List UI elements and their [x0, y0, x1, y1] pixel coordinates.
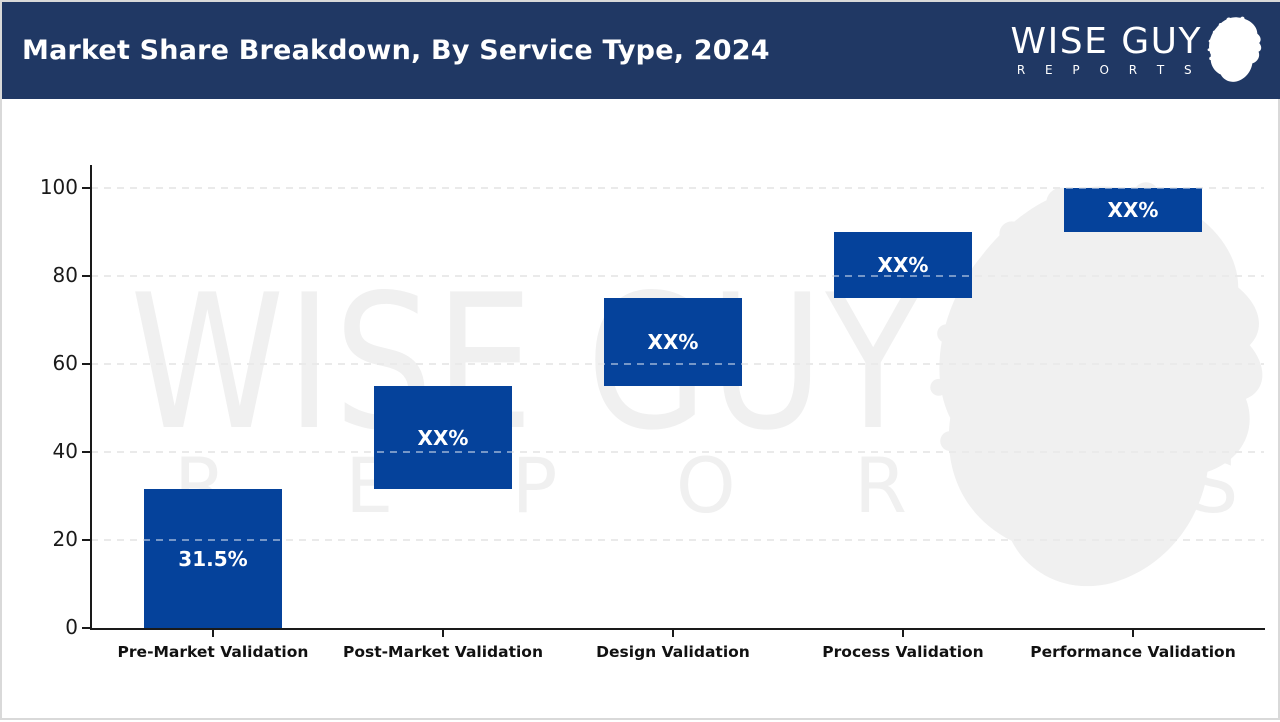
logo-wordmark: WISE GUY R E P O R T S	[1010, 21, 1203, 78]
bar-segment	[1064, 188, 1202, 232]
x-category-label: Process Validation	[822, 643, 984, 661]
header-bar: Market Share Breakdown, By Service Type,…	[2, 2, 1280, 99]
y-tick-label: 80	[52, 263, 78, 287]
x-axis-line	[90, 628, 1265, 630]
x-tick-mark	[902, 630, 904, 637]
y-tick-mark	[82, 451, 90, 453]
y-axis-line	[90, 165, 92, 630]
y-tick-mark	[82, 363, 90, 365]
y-tick-mark	[82, 627, 90, 629]
gridline-overlay	[91, 275, 1264, 277]
bar-value-label: XX%	[877, 253, 929, 277]
bar-segment	[374, 386, 512, 490]
y-tick-label: 100	[39, 175, 78, 199]
gridline-overlay	[91, 187, 1264, 189]
y-tick-mark	[82, 539, 90, 541]
bar-segment	[144, 489, 282, 628]
gridline-overlay	[91, 539, 1264, 541]
x-category-label: Pre-Market Validation	[117, 643, 309, 661]
y-tick-label: 40	[52, 439, 78, 463]
x-category-label: Design Validation	[596, 643, 750, 661]
y-tick-label: 20	[52, 527, 78, 551]
y-tick-label: 0	[65, 615, 78, 639]
logo-title-text: WISE GUY	[1010, 21, 1202, 62]
x-tick-mark	[672, 630, 674, 637]
bar-segment	[604, 298, 742, 386]
wiseguy-logo: WISE GUY R E P O R T S	[1011, 8, 1267, 94]
x-tick-mark	[1132, 630, 1134, 637]
gridline	[91, 187, 1264, 189]
gridline-overlay	[91, 451, 1264, 453]
x-tick-mark	[442, 630, 444, 637]
logo-subtitle-text: R E P O R T S	[1016, 63, 1200, 77]
watermark-wordmark: WISE GUY	[130, 254, 923, 471]
y-tick-label: 60	[52, 351, 78, 375]
bar-value-label: XX%	[1107, 198, 1159, 222]
bar-value-label: XX%	[647, 330, 699, 354]
gridline	[91, 451, 1264, 453]
x-category-label: Performance Validation	[1030, 643, 1236, 661]
x-tick-mark	[212, 630, 214, 637]
y-tick-mark	[82, 187, 90, 189]
bar-segment	[834, 232, 972, 298]
bar-value-label: XX%	[417, 425, 469, 450]
y-tick-mark	[82, 275, 90, 277]
x-category-label: Post-Market Validation	[342, 643, 543, 661]
bar-value-label: 31.5%	[178, 546, 248, 571]
gridline	[91, 275, 1264, 277]
chart-title: Market Share Breakdown, By Service Type,…	[22, 35, 770, 66]
gridline	[91, 539, 1264, 541]
gridline-overlay	[91, 363, 1264, 365]
wiseguy-head-icon	[1204, 8, 1266, 94]
